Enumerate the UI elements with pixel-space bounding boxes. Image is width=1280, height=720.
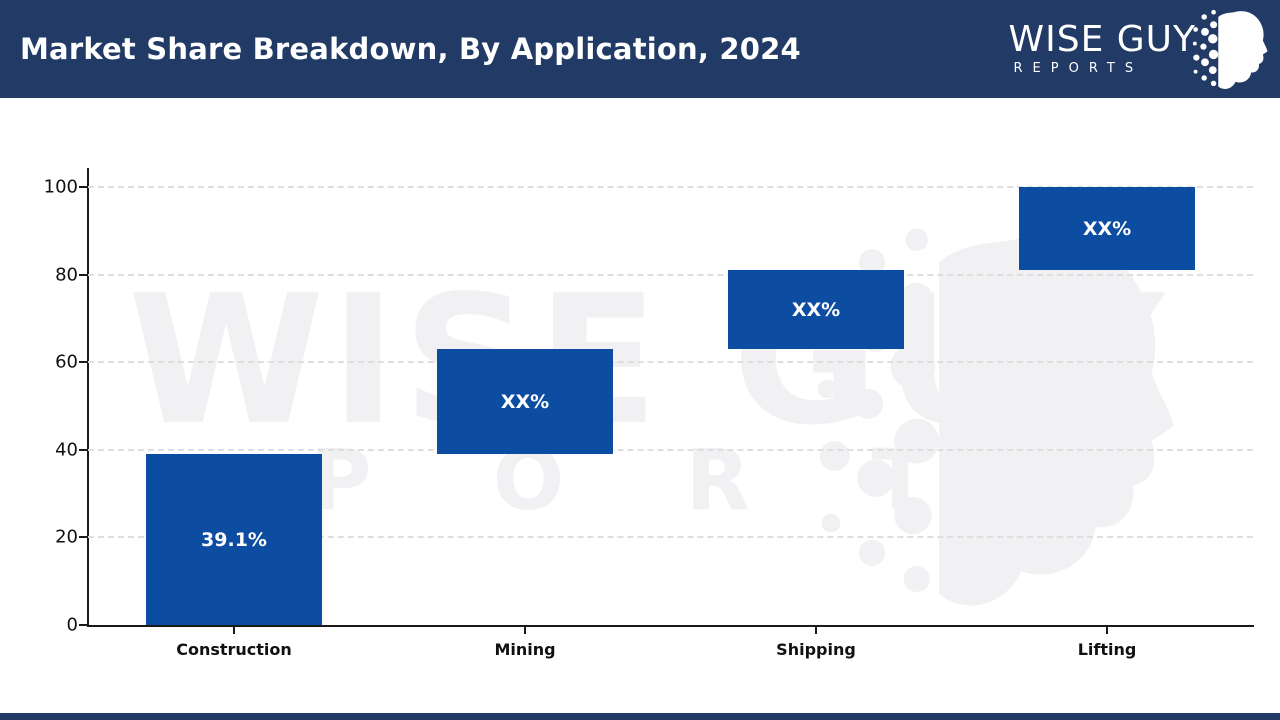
gridline-20 — [88, 536, 1253, 539]
y-tick-label-100: 100 — [43, 176, 78, 198]
x-tick-label-shipping: Shipping — [776, 640, 856, 659]
y-tick-label-40: 40 — [55, 439, 78, 461]
logo-wordmark: WISE GUY — [1008, 19, 1196, 60]
gridline-80 — [88, 273, 1253, 276]
y-tick-20 — [79, 536, 87, 539]
footer-bar — [0, 713, 1280, 720]
y-tick-100 — [79, 186, 87, 188]
x-tick-shipping — [815, 627, 817, 634]
wise-guy-logo: WISE GUY REPORTS — [1009, 6, 1273, 92]
y-tick-40 — [79, 448, 87, 451]
logo-subtitle: REPORTS — [1013, 61, 1144, 76]
bar-value-label-mining: XX% — [500, 390, 550, 413]
y-tick-label-60: 60 — [55, 351, 78, 373]
page-title: Market Share Breakdown, By Application, … — [20, 32, 801, 66]
x-axis-line — [87, 625, 1254, 627]
gridline-100 — [88, 186, 1253, 188]
x-tick-label-lifting: Lifting — [1077, 640, 1137, 659]
gridline-40 — [88, 448, 1253, 451]
x-tick-construction — [233, 627, 235, 634]
gridline-60 — [88, 361, 1253, 364]
bar-construction: 39.1% — [146, 454, 322, 625]
x-tick-label-construction: Construction — [176, 640, 292, 659]
y-tick-label-0: 0 — [66, 614, 78, 636]
y-tick-80 — [79, 273, 87, 276]
x-tick-mining — [524, 627, 526, 634]
bar-value-label-construction: 39.1% — [201, 528, 267, 551]
bar-mining: XX% — [437, 349, 613, 454]
header-bar: Market Share Breakdown, By Application, … — [0, 0, 1280, 98]
y-tick-0 — [79, 624, 87, 626]
bar-lifting: XX% — [1019, 187, 1195, 270]
y-axis-line — [87, 168, 89, 626]
y-tick-label-20: 20 — [55, 526, 78, 548]
y-tick-60 — [79, 361, 87, 364]
x-tick-label-mining: Mining — [494, 640, 556, 659]
bar-value-label-lifting: XX% — [1082, 217, 1132, 240]
bar-value-label-shipping: XX% — [791, 298, 841, 321]
logo-text: WISE GUY REPORTS — [1008, 19, 1197, 77]
bar-shipping: XX% — [728, 270, 904, 349]
x-tick-lifting — [1106, 627, 1108, 634]
y-tick-label-80: 80 — [55, 264, 78, 286]
